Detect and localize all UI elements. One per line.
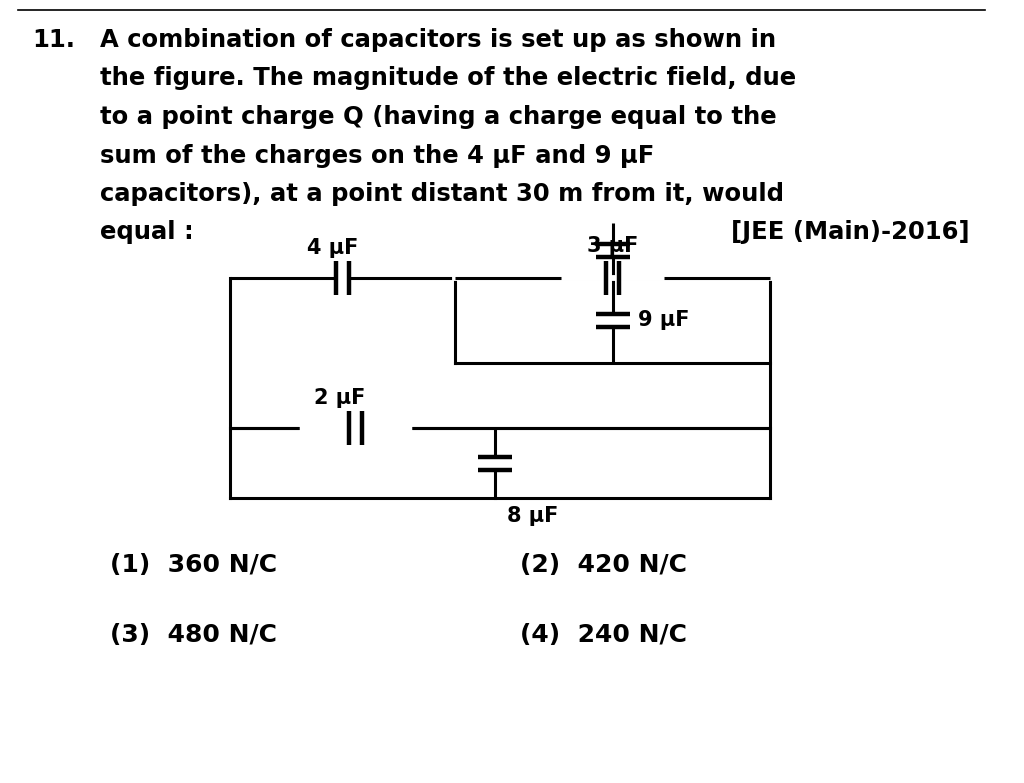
Text: the figure. The magnitude of the electric field, due: the figure. The magnitude of the electri… bbox=[100, 67, 796, 91]
Text: (1)  360 N/C: (1) 360 N/C bbox=[110, 553, 278, 577]
Text: 4 μF: 4 μF bbox=[307, 238, 358, 258]
Text: equal :: equal : bbox=[100, 221, 194, 244]
Text: to a point charge Q (having a charge equal to the: to a point charge Q (having a charge equ… bbox=[100, 105, 776, 129]
Text: 8 μF: 8 μF bbox=[507, 506, 558, 526]
Text: 2 μF: 2 μF bbox=[314, 388, 366, 408]
Text: 9 μF: 9 μF bbox=[638, 311, 689, 330]
Text: 3 μF: 3 μF bbox=[587, 236, 638, 256]
Text: sum of the charges on the 4 μF and 9 μF: sum of the charges on the 4 μF and 9 μF bbox=[100, 143, 654, 168]
Text: capacitors), at a point distant 30 m from it, would: capacitors), at a point distant 30 m fro… bbox=[100, 182, 784, 206]
Text: (4)  240 N/C: (4) 240 N/C bbox=[520, 623, 687, 647]
Text: 11.: 11. bbox=[32, 28, 75, 52]
Text: (3)  480 N/C: (3) 480 N/C bbox=[110, 623, 278, 647]
Text: A combination of capacitors is set up as shown in: A combination of capacitors is set up as… bbox=[100, 28, 776, 52]
Text: [JEE (Main)-2016]: [JEE (Main)-2016] bbox=[731, 221, 970, 244]
Text: (2)  420 N/C: (2) 420 N/C bbox=[520, 553, 687, 577]
